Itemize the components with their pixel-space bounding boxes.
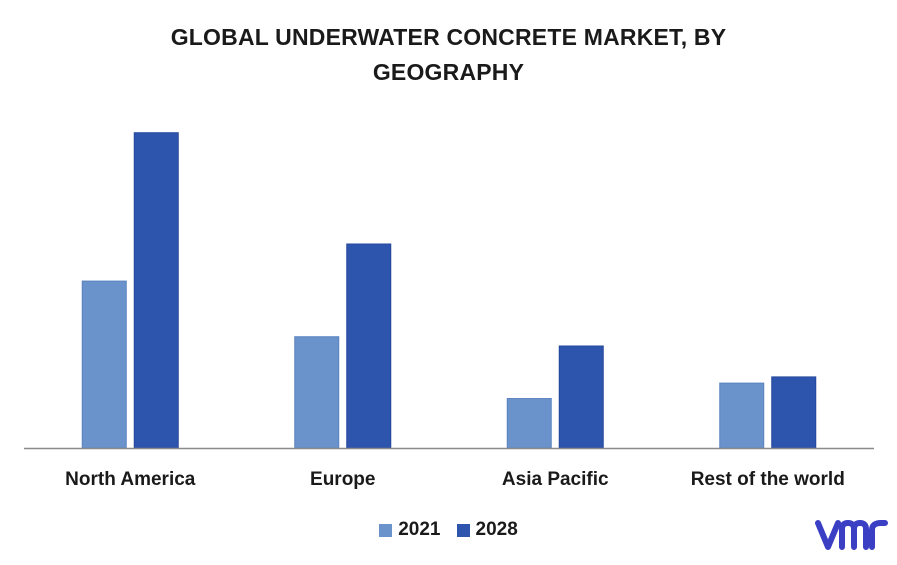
chart-title: GLOBAL UNDERWATER CONCRETE MARKET, BY GE… — [0, 20, 897, 90]
bar-rest-of-the-world-2028 — [771, 376, 817, 449]
bar-asia-pacific-2028 — [558, 345, 604, 449]
legend-label-2021: 2021 — [398, 519, 441, 540]
chart-title-line-1: GLOBAL UNDERWATER CONCRETE MARKET, BY — [170, 24, 727, 50]
vmr-logo-mark — [815, 520, 888, 550]
bar-north-america-2028 — [133, 132, 179, 449]
legend-swatch-2021 — [379, 523, 393, 537]
legend: 2021 2028 — [0, 519, 897, 541]
category-label-europe: Europe — [310, 469, 375, 490]
legend-item-2021: 2021 — [379, 519, 441, 541]
bar-north-america-2021 — [81, 280, 127, 449]
category-label-asia-pacific: Asia Pacific — [502, 469, 609, 490]
chart-title-line-2: GEOGRAPHY — [372, 59, 525, 85]
legend-item-2028: 2028 — [456, 519, 518, 541]
bar-europe-2028 — [346, 243, 392, 449]
category-label-north-america: North America — [65, 469, 196, 490]
bar-europe-2021 — [294, 336, 340, 449]
legend-label-2028: 2028 — [475, 519, 518, 540]
bar-rest-of-the-world-2021 — [719, 382, 765, 449]
legend-swatch-2028 — [456, 523, 470, 537]
bar-asia-pacific-2021 — [506, 398, 552, 449]
vmr-logo: vmr — [815, 520, 888, 550]
category-label-rest-of-the-world: Rest of the world — [691, 469, 845, 490]
